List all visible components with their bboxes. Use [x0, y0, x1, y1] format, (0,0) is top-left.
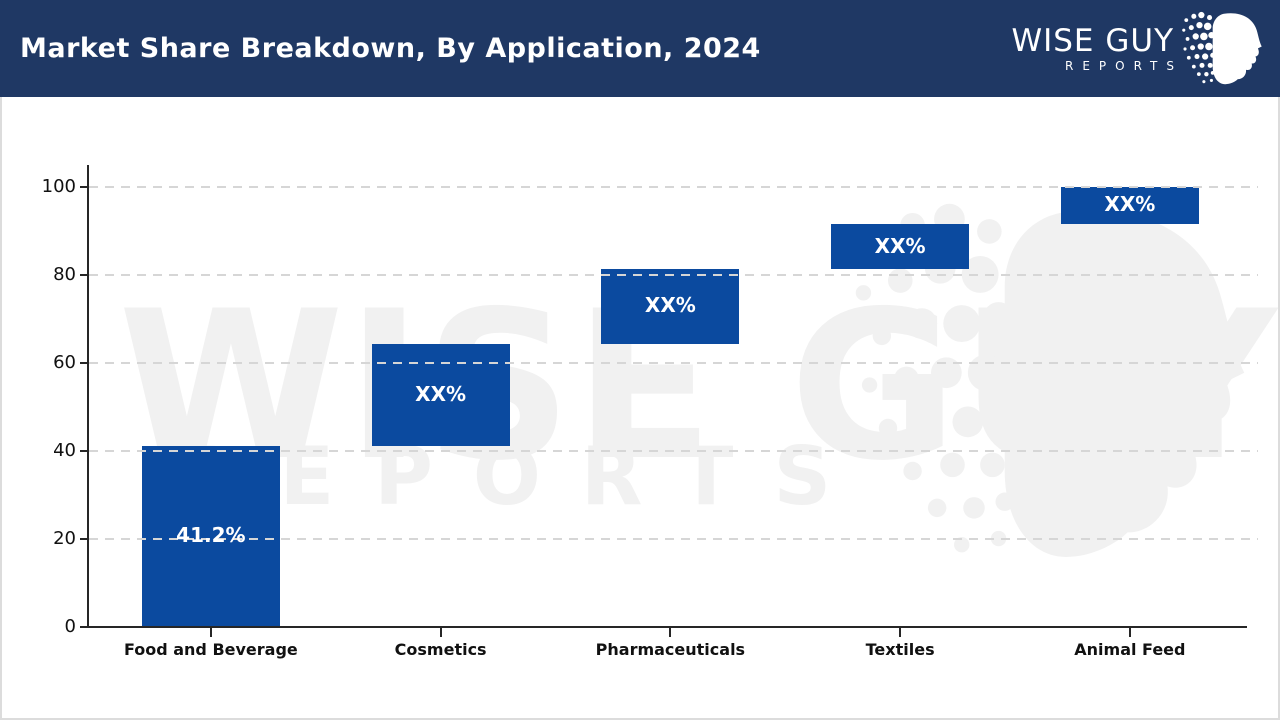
gridline: [89, 538, 1258, 540]
y-axis-tick: [80, 538, 88, 540]
x-axis-tick: [669, 628, 672, 637]
header-band: Market Share Breakdown, By Application, …: [0, 0, 1280, 97]
logo-reports-text: REPORTS: [1064, 59, 1183, 73]
y-axis-tick: [80, 450, 88, 452]
y-axis-tick: [80, 274, 88, 276]
y-axis-tick: [80, 362, 88, 364]
waterfall-bar: [141, 445, 280, 627]
waterfall-bar: [601, 269, 740, 344]
y-tick-label: 0: [64, 616, 76, 637]
y-tick-label: 20: [53, 528, 76, 549]
y-tick-label: 100: [41, 176, 76, 197]
gridline: [89, 186, 1258, 188]
x-category-label: Cosmetics: [394, 640, 487, 659]
y-tick-label: 60: [53, 352, 76, 373]
y-axis-tick: [80, 626, 88, 628]
x-axis-line: [87, 626, 1247, 628]
y-tick-label: 40: [53, 440, 76, 461]
bar-value-label: XX%: [874, 233, 926, 258]
waterfall-bar: [831, 223, 970, 270]
bar-value-label: XX%: [415, 381, 467, 406]
bar-value-label: 41.2%: [176, 523, 246, 548]
watermark-face-icon: [855, 203, 1245, 557]
x-axis-tick: [1128, 628, 1131, 637]
x-axis-tick: [899, 628, 902, 637]
bar-value-label: XX%: [1104, 192, 1156, 217]
gridline: [89, 450, 1258, 452]
y-axis-line: [87, 165, 89, 628]
gridline: [89, 362, 1258, 364]
gridline: [89, 274, 1258, 276]
chart-title: Market Share Breakdown, By Application, …: [20, 33, 761, 64]
y-axis-tick: [80, 186, 88, 188]
x-category-label: Food and Beverage: [123, 640, 298, 659]
logo-brand-text: WISE GUY: [1011, 23, 1174, 59]
bar-value-label: XX%: [644, 293, 696, 318]
x-axis-tick: [209, 628, 212, 637]
x-category-label: Animal Feed: [1074, 640, 1186, 659]
x-category-label: Textiles: [865, 640, 935, 659]
waterfall-bar: [371, 343, 510, 446]
waterfall-bar: [1060, 187, 1199, 224]
x-category-label: Pharmaceuticals: [595, 640, 746, 659]
x-axis-tick: [439, 628, 442, 637]
brand-logo: WISE GUY REPORTS: [1011, 6, 1268, 92]
y-tick-label: 80: [53, 264, 76, 285]
logo-face-icon: [1182, 11, 1262, 85]
